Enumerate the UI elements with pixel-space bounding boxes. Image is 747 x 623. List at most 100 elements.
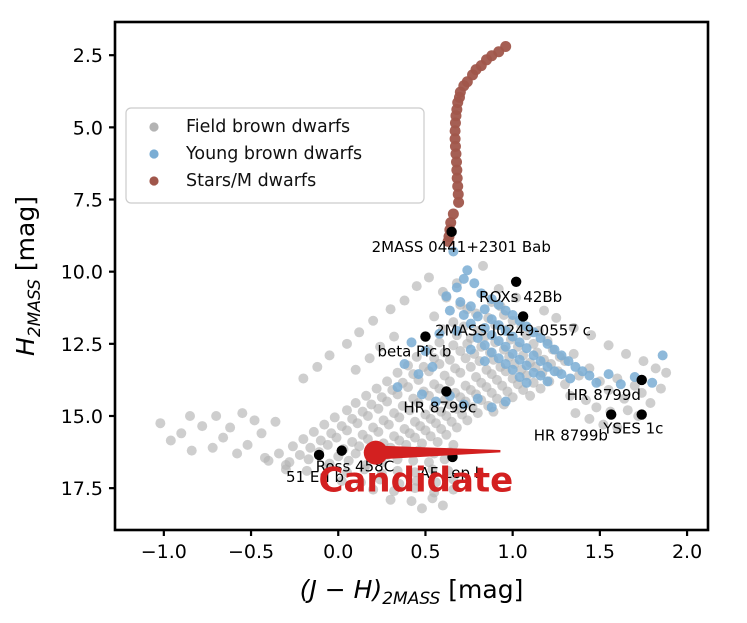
data-point (458, 309, 469, 320)
data-point (525, 390, 536, 401)
highlight-label: ROXs 42Bb (479, 288, 562, 306)
y-tick-label: 2.5 (73, 45, 103, 67)
data-point (584, 413, 595, 424)
data-point (319, 419, 330, 430)
data-point (368, 315, 379, 326)
data-point (375, 341, 386, 352)
data-point (430, 477, 441, 488)
highlight-label: HR 8799c (403, 398, 476, 416)
highlight-marker (336, 445, 347, 456)
data-point (528, 377, 539, 388)
data-point (465, 361, 476, 372)
legend-label: Stars/M dwarfs (186, 171, 316, 191)
data-point (603, 369, 614, 380)
data-point (591, 377, 602, 388)
data-point (500, 325, 511, 336)
data-point (354, 327, 365, 338)
data-point (493, 353, 504, 364)
data-point (350, 398, 361, 408)
data-point (361, 390, 372, 401)
highlight-marker (420, 331, 431, 342)
data-point (427, 464, 438, 475)
data-point (549, 344, 560, 355)
highlight-marker (441, 386, 452, 397)
x-tick-label: 1.5 (585, 541, 615, 563)
data-point (373, 426, 384, 437)
data-point (455, 296, 466, 307)
data-point (465, 301, 476, 312)
data-point (521, 377, 532, 388)
data-point (371, 383, 382, 394)
y-tick-label: 12.5 (61, 334, 103, 356)
data-point (383, 419, 394, 430)
data-point (500, 341, 511, 352)
data-point (362, 410, 373, 421)
data-point (493, 299, 504, 310)
x-axis-minus: − (317, 575, 354, 604)
data-point (331, 432, 342, 443)
x-axis-title: (J − H)2MASS [mag] (300, 575, 524, 609)
data-point (350, 364, 361, 375)
legend-label: Field brown dwarfs (186, 117, 350, 137)
data-point (584, 370, 595, 381)
data-point (556, 369, 567, 380)
data-point (565, 373, 576, 384)
legend: Field brown dwarfs Young brown dwarfs Star… (125, 107, 425, 204)
data-point (207, 442, 218, 453)
data-point (462, 265, 473, 276)
data-point (493, 283, 504, 294)
data-point (362, 434, 373, 445)
data-point (486, 330, 497, 341)
data-point (448, 484, 459, 495)
data-point (312, 361, 323, 372)
highlight-label: HR 8799d (567, 386, 641, 404)
data-point (535, 370, 546, 381)
candidate-marker (363, 440, 388, 465)
data-point (232, 448, 243, 459)
data-point (479, 340, 490, 351)
legend-marker (149, 122, 159, 132)
data-point (451, 282, 462, 293)
data-point (486, 314, 497, 325)
data-point (294, 449, 305, 460)
data-point (352, 418, 363, 429)
data-point (392, 367, 403, 378)
data-point (565, 390, 576, 401)
data-point (197, 421, 208, 432)
highlight-marker (510, 276, 522, 287)
data-point (305, 442, 316, 453)
data-point (535, 383, 546, 394)
data-point (511, 292, 522, 303)
data-point (657, 350, 668, 361)
data-point (448, 340, 459, 351)
data-point (568, 322, 579, 333)
data-point (442, 235, 454, 247)
data-point (324, 350, 335, 361)
x-axis-unit: [mag] (440, 575, 523, 604)
data-point (451, 172, 463, 184)
data-point (322, 462, 333, 473)
data-point (343, 455, 354, 466)
data-point (449, 125, 461, 137)
highlight-label: 51 Eri b (286, 468, 344, 486)
candidate-annotation: Candidate (319, 440, 513, 501)
x-axis-symbol-h: H (354, 575, 373, 604)
data-point (535, 356, 546, 367)
data-point (394, 412, 405, 423)
data-point (462, 415, 473, 426)
data-point (298, 434, 309, 445)
x-axis-paren-open: ( (300, 575, 311, 604)
data-point (256, 428, 267, 439)
data-point (450, 148, 462, 160)
highlight-label: 2MASS J0249-0557 c (435, 321, 591, 339)
data-point (416, 503, 427, 514)
data-point (427, 493, 438, 504)
data-point (308, 426, 319, 437)
data-point (636, 387, 647, 398)
data-point (580, 395, 591, 406)
legend-marker (149, 149, 159, 159)
data-point (476, 288, 487, 299)
data-point (409, 432, 420, 443)
data-point (382, 396, 393, 407)
